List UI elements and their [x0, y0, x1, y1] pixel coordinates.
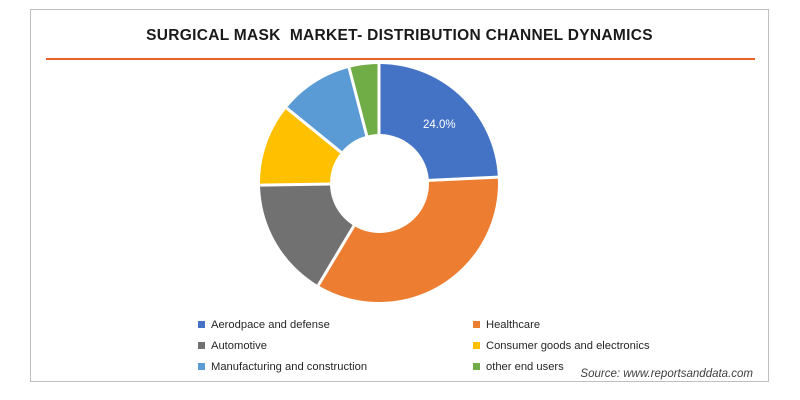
title-divider — [46, 58, 755, 60]
donut-chart: 24.0% — [259, 64, 498, 302]
legend-swatch-icon — [198, 363, 205, 370]
legend-swatch-icon — [198, 342, 205, 349]
legend-label: Manufacturing and construction — [211, 360, 368, 373]
source-note: Source: www.reportsanddata.com — [580, 368, 753, 380]
legend-item-manufacturing-and-construction[interactable]: Manufacturing and construction — [198, 361, 473, 373]
legend-swatch-icon — [198, 321, 205, 328]
data-label-aerospace: 24.0% — [423, 119, 456, 131]
legend-label: Automotive — [211, 339, 267, 352]
legend-swatch-icon — [473, 342, 480, 349]
donut-hole — [329, 133, 429, 233]
chart-card: SURGICAL MASK MARKET- DISTRIBUTION CHANN… — [30, 9, 769, 382]
legend-swatch-icon — [473, 363, 480, 370]
legend-swatch-icon — [473, 321, 480, 328]
legend-label: Healthcare — [486, 318, 541, 331]
legend-label: Consumer goods and electronics — [486, 339, 650, 352]
legend-item-aerodpace-and-defense[interactable]: Aerodpace and defense — [198, 319, 473, 331]
legend-label: other end users — [486, 360, 564, 373]
legend-item-consumer-goods-and-electronics[interactable]: Consumer goods and electronics — [473, 340, 698, 352]
legend-item-healthcare[interactable]: Healthcare — [473, 319, 698, 331]
chart-title: SURGICAL MASK MARKET- DISTRIBUTION CHANN… — [146, 27, 653, 44]
legend-item-other-end-users[interactable]: other end users — [473, 361, 698, 373]
chart-legend: Aerodpace and defense Healthcare Automot… — [198, 314, 698, 377]
legend-label: Aerodpace and defense — [211, 318, 330, 331]
legend-item-automotive[interactable]: Automotive — [198, 340, 473, 352]
